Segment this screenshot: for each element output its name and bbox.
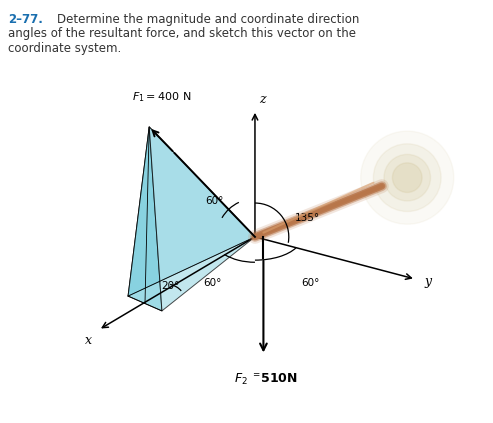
Text: 60°: 60° [206, 196, 224, 206]
Text: 20°: 20° [161, 280, 179, 291]
Polygon shape [128, 127, 162, 311]
Text: Determine the magnitude and coordinate direction: Determine the magnitude and coordinate d… [57, 13, 359, 26]
Polygon shape [149, 127, 255, 311]
Text: $F_1 = 400\ \mathrm{N}$: $F_1 = 400\ \mathrm{N}$ [132, 90, 192, 104]
Text: y: y [424, 275, 431, 288]
Text: x: x [85, 334, 92, 347]
Text: $F_2\ ^=\!\mathbf{510N}$: $F_2\ ^=\!\mathbf{510N}$ [234, 372, 297, 387]
Text: coordinate system.: coordinate system. [8, 42, 121, 55]
Text: 60°: 60° [301, 278, 319, 288]
Circle shape [361, 131, 454, 224]
Text: z: z [259, 93, 266, 106]
Text: 2–77.: 2–77. [8, 13, 43, 26]
Text: 60°: 60° [204, 278, 222, 288]
Text: 135°: 135° [295, 213, 320, 223]
Polygon shape [128, 127, 255, 296]
Text: angles of the resultant force, and sketch this vector on the: angles of the resultant force, and sketc… [8, 27, 356, 41]
Circle shape [392, 163, 422, 192]
Circle shape [373, 144, 441, 212]
Circle shape [384, 154, 430, 201]
